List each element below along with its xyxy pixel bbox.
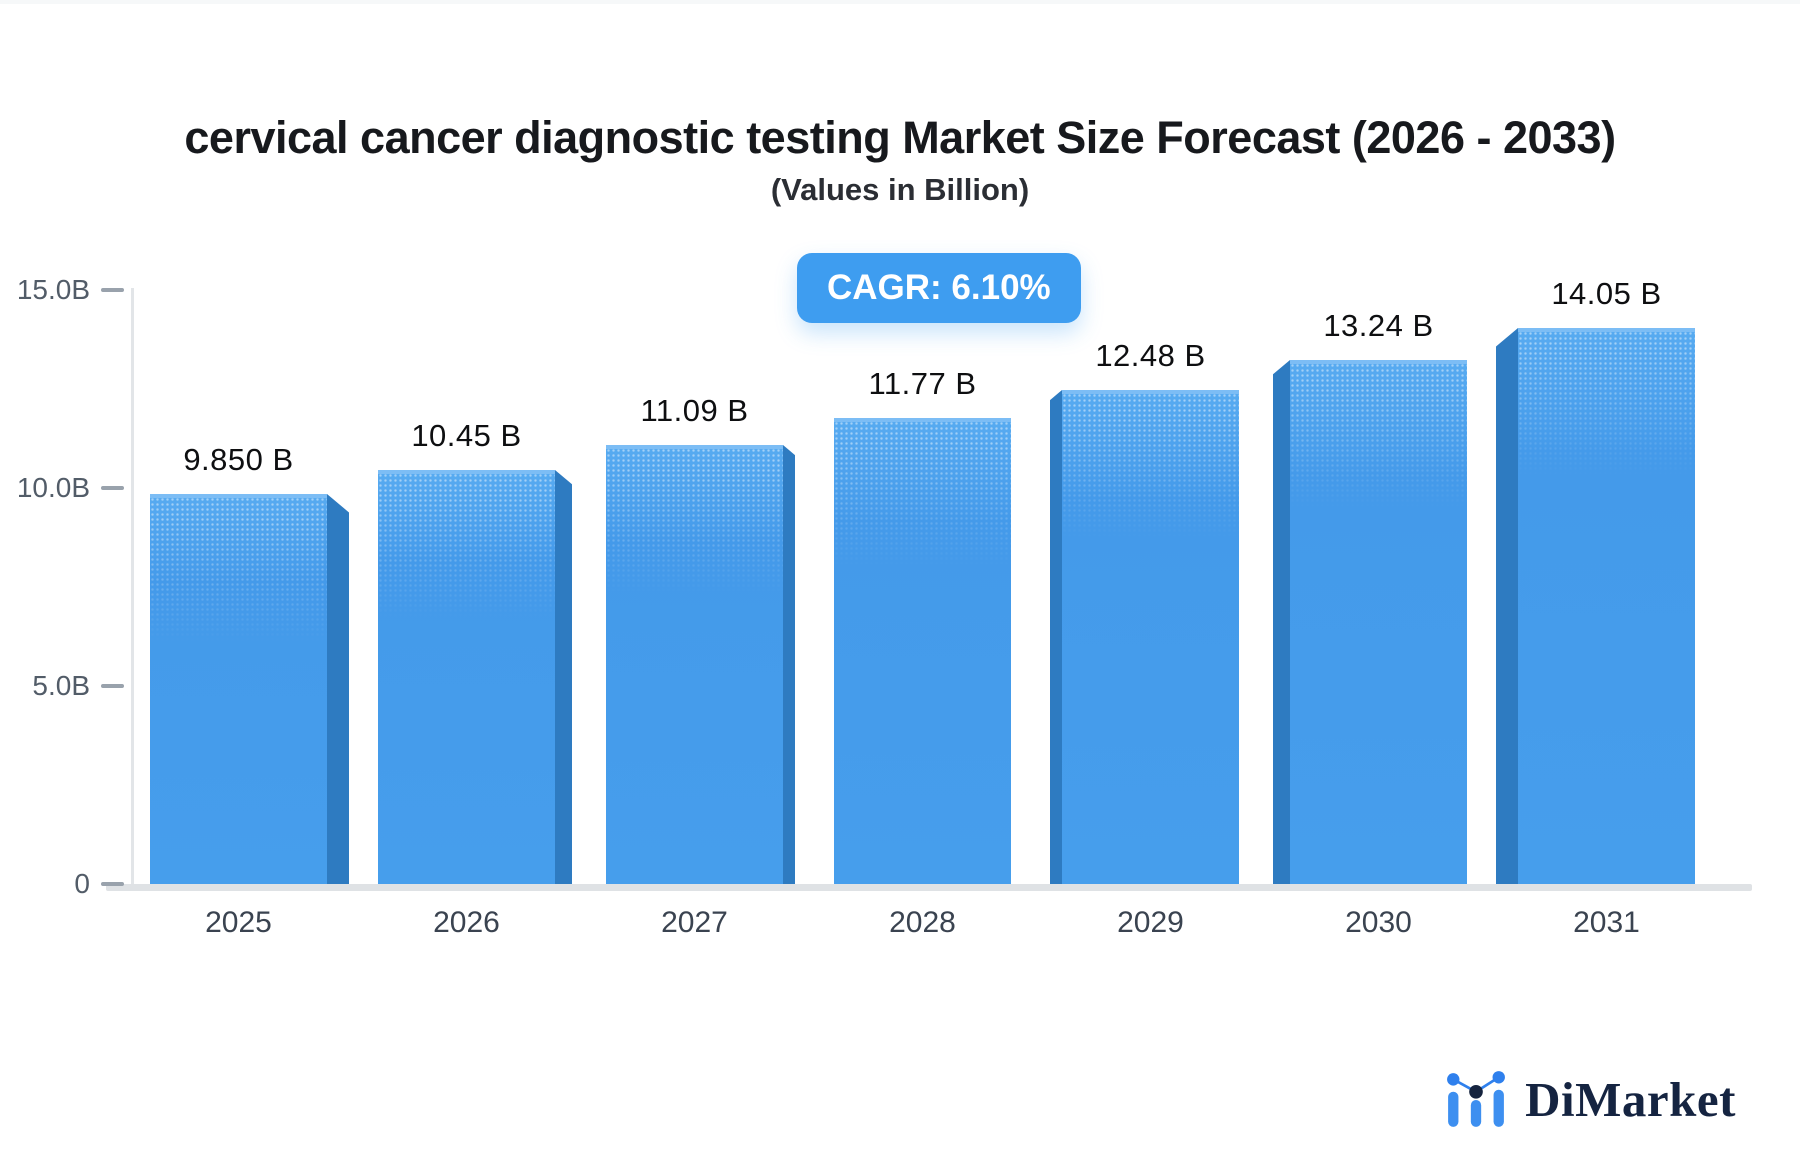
bar-2031 — [1518, 327, 1695, 891]
bar-side-2029 — [1050, 389, 1062, 891]
bar-side-2027 — [783, 444, 795, 891]
x-axis-label-2027: 2027 — [661, 906, 728, 939]
y-axis-label-5.0B: 5.0B — [32, 670, 90, 701]
y-axis-line — [131, 288, 134, 884]
brand-logo: DiMarket — [1445, 1068, 1736, 1130]
bar-top-highlight — [1062, 389, 1239, 394]
bar-side-2031 — [1496, 327, 1518, 891]
bar-top-highlight — [1290, 359, 1467, 364]
bar-2026 — [378, 470, 555, 891]
bar-top-highlight — [606, 444, 783, 449]
y-axis-tick — [101, 882, 124, 886]
y-axis-tick — [101, 684, 124, 688]
bar-texture — [1062, 392, 1239, 538]
bar-value-label-2026: 10.45 B — [411, 418, 522, 454]
bar-value-label-2030: 13.24 B — [1323, 307, 1434, 343]
y-axis-label-10.0B: 10.0B — [16, 472, 90, 503]
bar-side-2030 — [1273, 359, 1290, 891]
bar-value-label-2027: 11.09 B — [640, 392, 749, 428]
bar-side-2025 — [327, 493, 349, 891]
chart-title: cervical cancer diagnostic testing Marke… — [184, 112, 1616, 163]
bar-top-highlight — [834, 417, 1011, 422]
dimarket-logo-icon — [1447, 1071, 1506, 1127]
bar-value-label-2031: 14.05 B — [1551, 275, 1662, 311]
bar-texture — [606, 447, 783, 593]
bar-texture — [834, 420, 1011, 566]
bar-value-label-2028: 11.77 B — [868, 365, 977, 401]
x-axis-label-2028: 2028 — [889, 906, 956, 939]
brand-name: DiMarket — [1525, 1071, 1736, 1127]
chart-subtitle: (Values in Billion) — [770, 172, 1030, 207]
bar-texture — [1290, 362, 1467, 508]
bar-texture — [378, 473, 555, 619]
bar-value-label-2029: 12.48 B — [1095, 337, 1206, 373]
top-edge-strip — [0, 0, 1800, 4]
bar-2029 — [1062, 389, 1239, 891]
bar-top-highlight — [1518, 327, 1695, 332]
x-axis-baseline — [106, 884, 1752, 891]
bar-value-label-2025: 9.850 B — [183, 441, 294, 477]
x-axis-label-2029: 2029 — [1117, 906, 1184, 939]
x-axis-label-2025: 2025 — [205, 906, 272, 939]
bar-side-2026 — [555, 470, 572, 891]
bar-texture — [1518, 330, 1695, 476]
bar-2030 — [1290, 359, 1467, 891]
bar-top-highlight — [378, 470, 555, 475]
x-axis-label-2030: 2030 — [1345, 906, 1412, 939]
cagr-badge: CAGR: 6.10% — [797, 253, 1081, 323]
bar-texture — [150, 496, 327, 642]
bar-chart-plot-area: 9.850 B 10.45 B 11.09 B 11.77 B 12.48 B 13.24… — [150, 275, 1695, 891]
bar-top-highlight — [150, 493, 327, 498]
y-axis-label-15.0B: 15.0B — [16, 274, 90, 305]
bar-2027 — [606, 444, 783, 891]
bar-2025 — [150, 493, 327, 891]
bar-2028 — [834, 417, 1011, 891]
x-axis-label-2026: 2026 — [433, 906, 500, 939]
x-axis-label-2031: 2031 — [1573, 906, 1640, 939]
y-axis-label-0: 0 — [74, 868, 90, 899]
y-axis-tick — [101, 288, 124, 292]
y-axis-tick — [101, 486, 124, 490]
